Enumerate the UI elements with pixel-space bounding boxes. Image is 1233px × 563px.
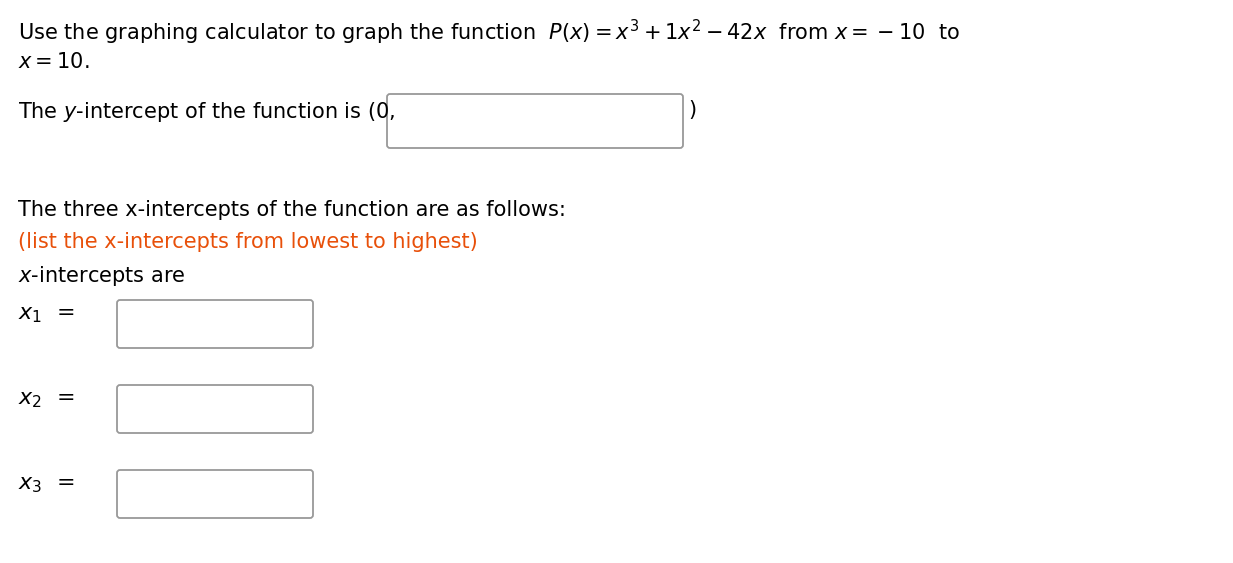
- Text: $x$-intercepts are: $x$-intercepts are: [18, 264, 185, 288]
- Text: $x_2$  =: $x_2$ =: [18, 390, 75, 410]
- Text: $x = 10$.: $x = 10$.: [18, 52, 90, 72]
- Text: ): ): [688, 100, 697, 120]
- Text: $x_3$  =: $x_3$ =: [18, 475, 75, 495]
- FancyBboxPatch shape: [387, 94, 683, 148]
- Text: The $y$-intercept of the function is (0,: The $y$-intercept of the function is (0,: [18, 100, 396, 124]
- Text: $x_1$  =: $x_1$ =: [18, 305, 75, 325]
- Text: The three x-intercepts of the function are as follows:: The three x-intercepts of the function a…: [18, 200, 566, 220]
- FancyBboxPatch shape: [117, 300, 313, 348]
- Text: Use the graphing calculator to graph the function  $P(x) = x^3 + 1x^2 - 42x$  fr: Use the graphing calculator to graph the…: [18, 18, 959, 47]
- Text: (list the x-intercepts from lowest to highest): (list the x-intercepts from lowest to hi…: [18, 232, 477, 252]
- FancyBboxPatch shape: [117, 385, 313, 433]
- FancyBboxPatch shape: [117, 470, 313, 518]
